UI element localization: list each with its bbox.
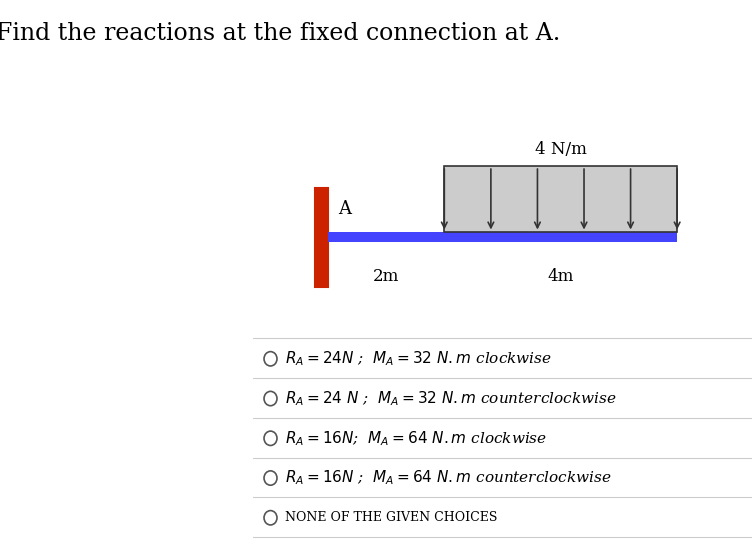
Text: $R_A = 24\ N$ ;  $M_A = 32\ N.m$ counterclockwise: $R_A = 24\ N$ ; $M_A = 32\ N.m$ counterc…: [286, 389, 617, 408]
Text: $R_A = 16N$;  $M_A = 64\ N.m$ clockwise: $R_A = 16N$; $M_A = 64\ N.m$ clockwise: [286, 429, 547, 448]
Bar: [328, 232, 677, 242]
Bar: [315, 188, 328, 287]
Text: $R_A = 24N$ ;  $M_A = 32\ N.m$ clockwise: $R_A = 24N$ ; $M_A = 32\ N.m$ clockwise: [286, 349, 553, 368]
Text: 4 N/m: 4 N/m: [535, 141, 587, 158]
Text: $R_A = 16N$ ;  $M_A = 64\ N.m$ counterclockwise: $R_A = 16N$ ; $M_A = 64\ N.m$ counterclo…: [286, 469, 612, 487]
Text: A: A: [338, 200, 351, 218]
Bar: [444, 166, 677, 232]
Text: NONE OF THE GIVEN CHOICES: NONE OF THE GIVEN CHOICES: [286, 511, 498, 524]
Text: Find the reactions at the fixed connection at A.: Find the reactions at the fixed connecti…: [0, 22, 560, 45]
Text: 4m: 4m: [547, 268, 574, 285]
Text: 2m: 2m: [373, 268, 399, 285]
